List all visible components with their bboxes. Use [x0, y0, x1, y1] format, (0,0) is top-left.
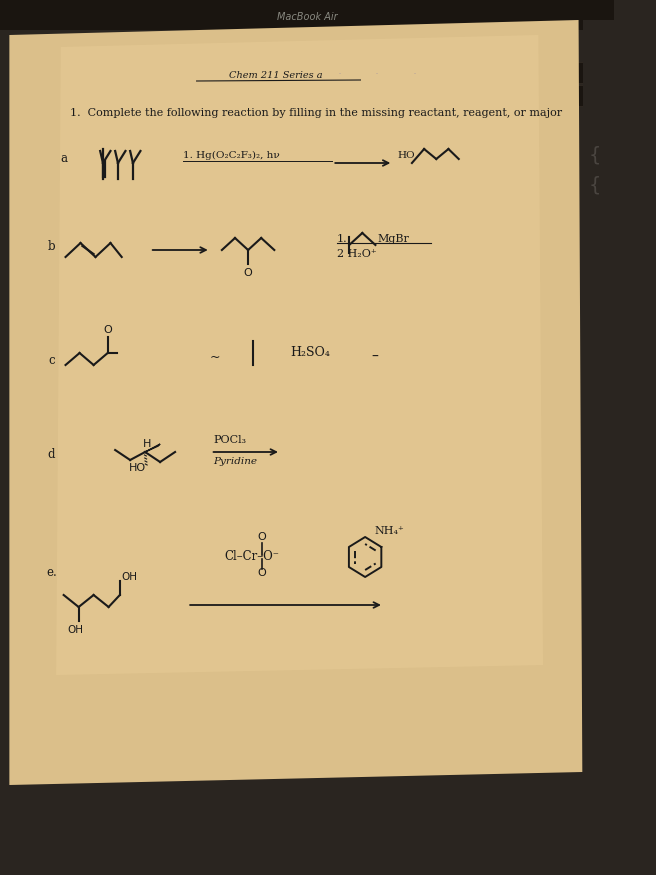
FancyBboxPatch shape	[125, 86, 156, 107]
Text: ~: ~	[210, 351, 220, 363]
Bar	[0, 30, 614, 115]
FancyBboxPatch shape	[347, 86, 378, 107]
Text: ··: ··	[338, 72, 341, 76]
FancyBboxPatch shape	[144, 62, 174, 83]
Text: HO: HO	[398, 150, 415, 159]
Text: Pyridine: Pyridine	[213, 458, 257, 466]
Text: O: O	[258, 568, 266, 578]
Text: 2 H₂O⁺: 2 H₂O⁺	[337, 249, 377, 259]
FancyBboxPatch shape	[521, 86, 552, 107]
Text: c: c	[48, 354, 55, 367]
FancyBboxPatch shape	[234, 86, 266, 107]
Text: H₂SO₄: H₂SO₄	[290, 346, 330, 360]
Text: ··: ··	[376, 72, 379, 76]
FancyBboxPatch shape	[453, 86, 485, 107]
Text: 1. Hg(O₂C₂F₃)₂, hν: 1. Hg(O₂C₂F₃)₂, hν	[182, 150, 279, 159]
Text: {: {	[588, 176, 601, 194]
Text: b: b	[48, 241, 55, 254]
FancyBboxPatch shape	[487, 86, 518, 107]
Text: OH: OH	[67, 625, 83, 635]
FancyBboxPatch shape	[420, 86, 451, 107]
Bar	[0, 0, 614, 30]
Text: O: O	[103, 325, 112, 335]
FancyBboxPatch shape	[176, 62, 207, 83]
Text: Cl–Cr–O⁻: Cl–Cr–O⁻	[225, 550, 279, 564]
FancyBboxPatch shape	[472, 62, 502, 83]
Bar	[583, 20, 614, 780]
Text: NH₄⁺: NH₄⁺	[375, 526, 404, 536]
Text: H: H	[143, 439, 151, 449]
Text: Chem 211 Series a: Chem 211 Series a	[230, 71, 323, 80]
FancyBboxPatch shape	[555, 86, 609, 107]
FancyBboxPatch shape	[325, 62, 356, 83]
Text: POCl₃: POCl₃	[213, 435, 247, 445]
FancyBboxPatch shape	[437, 62, 468, 83]
Text: d: d	[48, 449, 55, 461]
Text: MacBook Air: MacBook Air	[277, 12, 337, 22]
FancyBboxPatch shape	[384, 86, 415, 107]
Polygon shape	[9, 20, 583, 785]
Text: O: O	[258, 532, 266, 542]
FancyBboxPatch shape	[400, 62, 430, 83]
Text: MgBr: MgBr	[377, 234, 409, 244]
FancyBboxPatch shape	[209, 62, 240, 83]
Text: –: –	[371, 350, 378, 364]
FancyBboxPatch shape	[197, 86, 228, 107]
FancyBboxPatch shape	[249, 62, 280, 83]
Text: HO: HO	[129, 463, 146, 473]
FancyBboxPatch shape	[287, 62, 318, 83]
Text: OH: OH	[122, 572, 138, 582]
FancyBboxPatch shape	[159, 86, 190, 107]
FancyBboxPatch shape	[596, 62, 612, 83]
FancyBboxPatch shape	[310, 86, 340, 107]
Text: a: a	[60, 151, 67, 164]
Polygon shape	[145, 444, 160, 452]
FancyBboxPatch shape	[272, 86, 303, 107]
Text: O: O	[244, 268, 253, 278]
FancyBboxPatch shape	[92, 86, 123, 107]
Text: ··: ··	[301, 72, 304, 76]
Text: ··: ··	[413, 72, 417, 76]
FancyBboxPatch shape	[538, 62, 569, 83]
FancyBboxPatch shape	[504, 62, 535, 83]
Text: 1.  Complete the following reaction by filling in the missing reactant, reagent,: 1. Complete the following reaction by fi…	[70, 108, 562, 118]
Text: ··: ··	[264, 72, 266, 76]
Text: e.: e.	[46, 565, 57, 578]
FancyBboxPatch shape	[571, 62, 602, 83]
Text: {: {	[588, 145, 601, 164]
FancyBboxPatch shape	[362, 62, 393, 83]
Text: 1.: 1.	[337, 234, 348, 244]
Polygon shape	[56, 35, 543, 675]
